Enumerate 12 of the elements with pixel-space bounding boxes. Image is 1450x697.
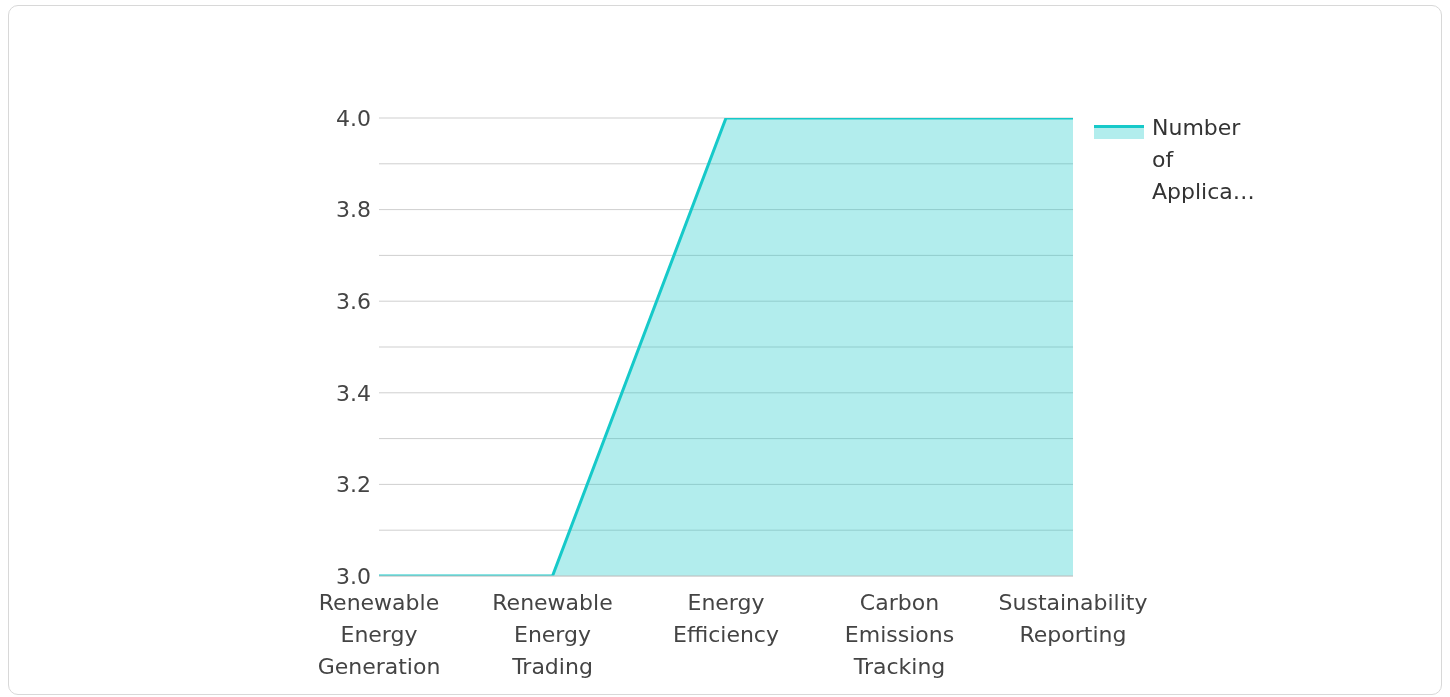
y-tick-label: 3.2: [336, 472, 371, 498]
y-tick-label: 3.8: [336, 197, 371, 223]
x-tick-label: Renewable Energy Generation: [317, 590, 441, 679]
x-tick-label: Carbon Emissions Tracking: [844, 590, 955, 679]
y-tick-label: 4.0: [336, 105, 371, 131]
y-tick-label: 3.4: [336, 380, 371, 406]
x-tick-label: Sustainability Reporting: [998, 590, 1148, 647]
legend-label: Number of Applica…: [1152, 114, 1256, 206]
y-tick-label: 3.0: [336, 563, 371, 589]
x-tick-label: Energy Efficiency: [673, 590, 779, 647]
x-tick-label: Renewable Energy Trading: [492, 590, 613, 679]
y-tick-label: 3.6: [336, 289, 371, 315]
